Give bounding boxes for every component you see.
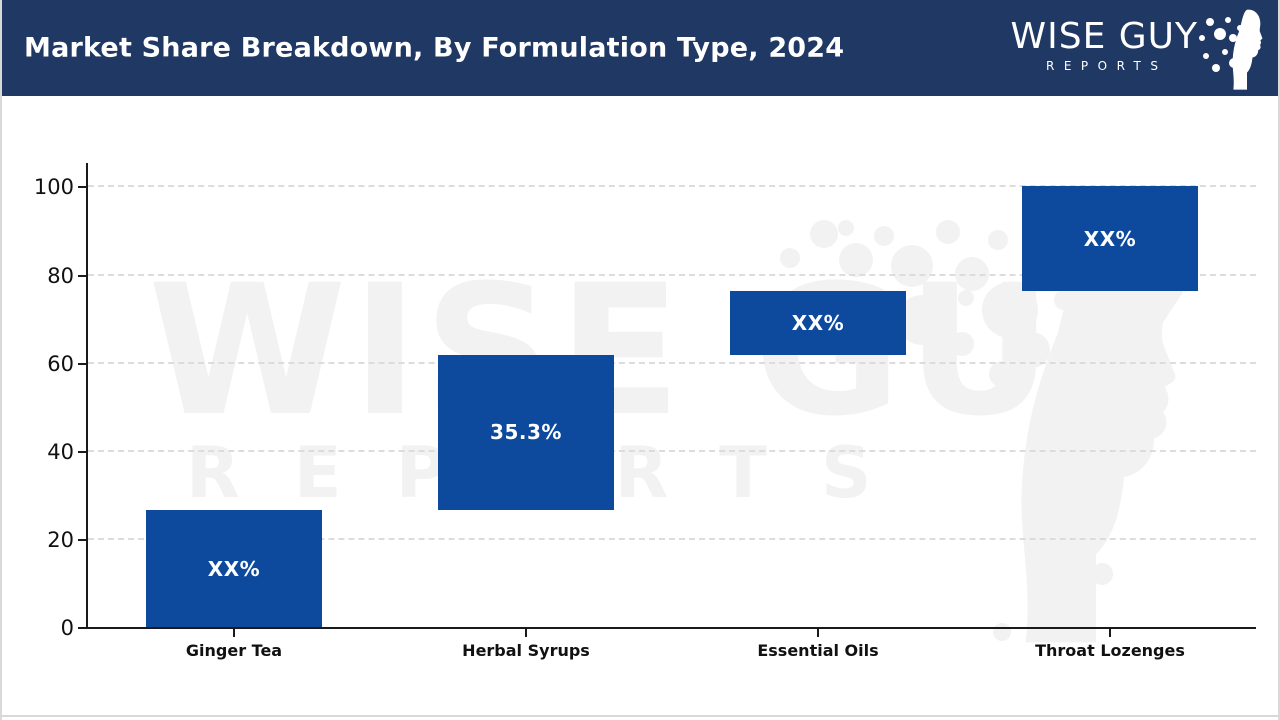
bar-value-label: XX% [1083, 226, 1137, 251]
y-tick-mark[interactable] [78, 627, 86, 629]
logo-text: WISE GUY REPORTS [1010, 16, 1199, 74]
x-axis-category-label[interactable]: Throat Lozenges [1035, 641, 1185, 660]
gridline[interactable] [88, 537, 1256, 540]
x-tick-mark[interactable] [233, 629, 235, 637]
gridline[interactable] [88, 361, 1256, 364]
bar-throat-lozenges[interactable]: XX% [1022, 186, 1198, 291]
bar-ginger-tea[interactable]: XX% [146, 510, 322, 627]
wiseguy-logo: WISE GUY REPORTS [1002, 7, 1264, 90]
y-tick-label[interactable]: 0 [60, 616, 74, 640]
bottom-divider [0, 715, 1280, 717]
logo-brand-line2: REPORTS [1045, 59, 1168, 73]
y-tick-mark[interactable] [78, 362, 86, 365]
bar-value-label: XX% [207, 556, 261, 581]
bar-value-label: 35.3% [490, 420, 562, 445]
y-axis-line[interactable] [86, 163, 88, 629]
y-tick-mark[interactable] [78, 274, 86, 277]
x-tick-mark[interactable] [1109, 629, 1111, 637]
gridline[interactable] [88, 449, 1256, 452]
gridline[interactable] [88, 273, 1256, 276]
logo-face-icon [1199, 9, 1263, 90]
y-tick-label[interactable]: 40 [47, 439, 74, 464]
page-title: Market Share Breakdown, By Formulation T… [24, 32, 845, 64]
header-bar: Market Share Breakdown, By Formulation T… [0, 0, 1280, 96]
x-tick-mark[interactable] [817, 629, 819, 637]
bar-herbal-syrups[interactable]: 35.3% [438, 354, 614, 511]
bar-value-label: XX% [791, 310, 845, 335]
bar-essential-oils[interactable]: XX% [730, 290, 906, 355]
x-axis-category-label[interactable]: Herbal Syrups [462, 641, 590, 660]
y-tick-label[interactable]: 60 [47, 351, 74, 376]
y-tick-mark[interactable] [78, 450, 86, 453]
logo-brand-line1: WISE GUY [1010, 16, 1198, 57]
y-tick-label[interactable]: 20 [47, 527, 74, 552]
x-axis-category-label[interactable]: Ginger Tea [185, 641, 283, 660]
y-tick-mark[interactable] [78, 538, 86, 541]
x-axis-category-label[interactable]: Essential Oils [757, 641, 879, 660]
x-axis-line[interactable] [86, 627, 1256, 629]
y-tick-label[interactable]: 100 [33, 175, 74, 200]
y-tick-label[interactable]: 80 [47, 263, 74, 288]
x-tick-mark[interactable] [525, 629, 527, 637]
y-tick-mark[interactable] [78, 186, 86, 189]
gridline[interactable] [88, 185, 1256, 188]
